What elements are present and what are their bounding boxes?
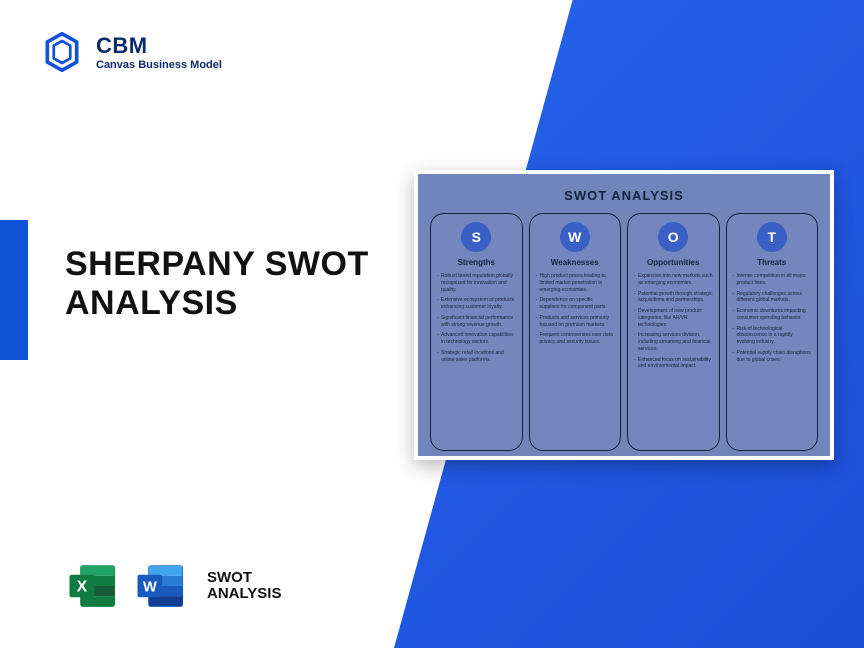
- swot-columns: S Strengths Robust brand reputation global…: [430, 213, 818, 451]
- swot-item: Products and services primarily focused …: [536, 315, 615, 329]
- swot-item: Frequent controversies over data privacy…: [536, 332, 615, 346]
- bottom-label-line1: SWOT: [207, 570, 281, 587]
- swot-column: S Strengths Robust brand reputation global…: [430, 213, 523, 451]
- swot-column-heading: Opportunities: [647, 258, 699, 267]
- swot-item: Robust brand reputation globally recogni…: [437, 273, 516, 293]
- swot-item: Risk of technological obsolescence in a …: [733, 326, 812, 346]
- swot-item: Intense competition in all major product…: [733, 273, 812, 287]
- swot-item: Development of new product categories, l…: [634, 308, 713, 328]
- swot-item-list: High product prices leading to limited m…: [536, 273, 615, 350]
- brand-text: CBM Canvas Business Model: [96, 33, 222, 71]
- svg-text:W: W: [143, 580, 157, 596]
- swot-item: Increasing services division, including …: [634, 332, 713, 352]
- main-title-block: SHERPANY SWOT ANALYSIS: [65, 245, 445, 323]
- swot-column: W Weaknesses High product prices leading t…: [529, 213, 622, 451]
- swot-letter-circle: O: [658, 222, 688, 252]
- swot-column-heading: Threats: [757, 258, 786, 267]
- file-icons-row: X W SWOT ANALYSIS: [65, 559, 281, 613]
- swot-item-list: Robust brand reputation globally recogni…: [437, 273, 516, 367]
- accent-bar: [0, 220, 28, 360]
- bottom-label: SWOT ANALYSIS: [207, 570, 281, 603]
- swot-column-heading: Weaknesses: [551, 258, 599, 267]
- swot-item-list: Expansion into new markets such as emerg…: [634, 273, 713, 374]
- word-icon: W: [133, 559, 187, 613]
- swot-column: T Threats Intense competition in all major…: [726, 213, 819, 451]
- swot-item: Regulatory challenges across different g…: [733, 291, 812, 305]
- swot-item: Strategic retail locations and online sa…: [437, 350, 516, 364]
- swot-column: O Opportunities Expansion into new markets…: [627, 213, 720, 451]
- brand-header: CBM Canvas Business Model: [40, 30, 222, 74]
- swot-item: Dependence on specific suppliers for com…: [536, 297, 615, 311]
- swot-item: Enhanced focus on sustainability and env…: [634, 357, 713, 371]
- swot-item: Advanced innovation capabilities in tech…: [437, 332, 516, 346]
- swot-letter-circle: S: [461, 222, 491, 252]
- swot-item: Economic downturns impacting consumer sp…: [733, 308, 812, 322]
- svg-text:X: X: [77, 579, 88, 596]
- excel-icon: X: [65, 559, 119, 613]
- swot-item: Expansion into new markets such as emerg…: [634, 273, 713, 287]
- swot-item: Potential growth through strategic acqui…: [634, 291, 713, 305]
- swot-item: Significant financial performance with s…: [437, 315, 516, 329]
- swot-item: High product prices leading to limited m…: [536, 273, 615, 293]
- swot-card: SWOT ANALYSIS S Strengths Robust brand rep…: [414, 170, 834, 460]
- swot-item: Potential supply chain disruptions due t…: [733, 350, 812, 364]
- brand-full: Canvas Business Model: [96, 59, 222, 71]
- cbm-logo-icon: [40, 30, 84, 74]
- swot-card-title: SWOT ANALYSIS: [430, 188, 818, 203]
- swot-item-list: Intense competition in all major product…: [733, 273, 812, 367]
- swot-column-heading: Strengths: [458, 258, 495, 267]
- swot-item: Extensive ecosystem of products enhancin…: [437, 297, 516, 311]
- page-title: SHERPANY SWOT ANALYSIS: [65, 245, 445, 323]
- brand-abbr: CBM: [96, 33, 222, 59]
- swot-letter-circle: W: [560, 222, 590, 252]
- swot-letter-circle: T: [757, 222, 787, 252]
- bottom-label-line2: ANALYSIS: [207, 586, 281, 603]
